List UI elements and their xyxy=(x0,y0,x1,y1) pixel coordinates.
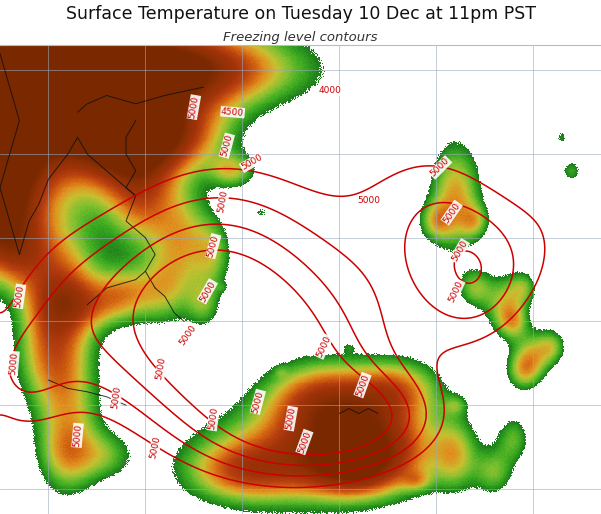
Text: 5000: 5000 xyxy=(251,390,265,414)
Text: 5000: 5000 xyxy=(8,352,19,375)
Text: 5000: 5000 xyxy=(13,284,25,308)
Text: 5000: 5000 xyxy=(216,189,230,213)
Text: 5000: 5000 xyxy=(206,234,221,259)
Text: 5000: 5000 xyxy=(188,95,200,119)
Text: 5000: 5000 xyxy=(357,196,380,206)
Text: 5000: 5000 xyxy=(240,153,264,172)
Text: 5000: 5000 xyxy=(447,279,465,304)
Text: 5000: 5000 xyxy=(207,407,219,431)
Text: Freezing level contours: Freezing level contours xyxy=(223,31,378,44)
Text: 5000: 5000 xyxy=(198,279,217,304)
Text: 5000: 5000 xyxy=(219,134,234,158)
Text: 5000: 5000 xyxy=(315,334,333,359)
Text: 5000: 5000 xyxy=(148,435,162,459)
Text: 4500: 4500 xyxy=(221,107,245,118)
Text: 5000: 5000 xyxy=(154,356,167,380)
Text: 5000: 5000 xyxy=(296,430,313,454)
Text: 5000: 5000 xyxy=(72,424,83,447)
Text: 5000: 5000 xyxy=(429,156,451,179)
Text: 5000: 5000 xyxy=(355,373,371,397)
Text: Surface Temperature on Tuesday 10 Dec at 11pm PST: Surface Temperature on Tuesday 10 Dec at… xyxy=(66,6,535,24)
Text: 5000: 5000 xyxy=(442,200,462,225)
Text: 5000: 5000 xyxy=(284,407,297,431)
Text: 4000: 4000 xyxy=(318,86,341,95)
Text: 5000: 5000 xyxy=(450,239,469,263)
Text: 5000: 5000 xyxy=(178,323,198,347)
Text: 5000: 5000 xyxy=(110,385,123,409)
